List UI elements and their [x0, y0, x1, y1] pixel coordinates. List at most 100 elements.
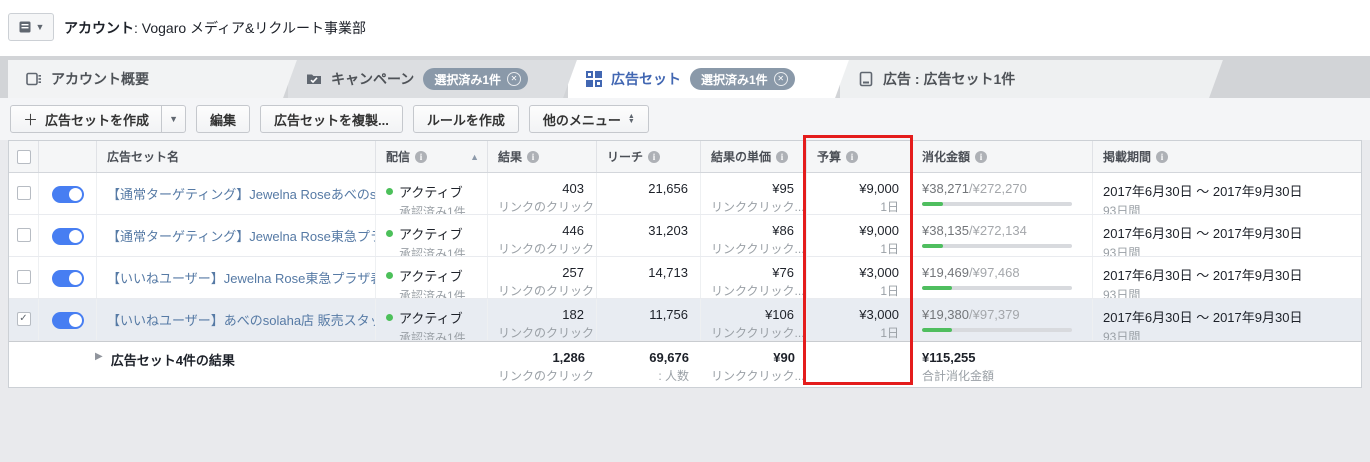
- create-rule-button[interactable]: ルールを作成: [412, 105, 519, 133]
- row-checkbox[interactable]: ✓: [16, 186, 31, 200]
- table-body: ✓ 【通常ターゲティング】Jewelna Roseあべのsol... アクティブ…: [9, 173, 1361, 341]
- delivery-status-sub: 承認済み1件: [399, 331, 466, 340]
- status-toggle[interactable]: [51, 312, 84, 329]
- header-results[interactable]: 結果 i: [488, 141, 597, 172]
- delivery-status: アクティブ: [399, 227, 463, 242]
- schedule-period: 2017年6月30日 ～ 2017年9月30日: [1103, 268, 1303, 283]
- ad-sets-grid-icon: [586, 71, 602, 87]
- chevron-down-icon: ▼: [35, 22, 45, 32]
- results-cell: 182 リンクのクリック: [488, 299, 597, 340]
- reach-cell: 14,713: [597, 257, 701, 298]
- active-status-dot-icon: [386, 314, 393, 321]
- summary-reach-label: : 人数: [658, 369, 689, 383]
- campaign-selected-badge[interactable]: 選択済み1件 ✕: [423, 68, 528, 90]
- header-schedule-label: 掲載期間: [1103, 150, 1152, 164]
- status-toggle[interactable]: [51, 228, 84, 245]
- ad-set-name-link[interactable]: 【いいねユーザー】あべのsolaha店 販売スタッフ: [107, 313, 376, 328]
- info-icon[interactable]: i: [975, 150, 988, 163]
- budget-cell: ¥9,000 1日: [807, 215, 912, 256]
- info-icon[interactable]: i: [776, 150, 789, 163]
- ad-set-name-link[interactable]: 【いいねユーザー】Jewelna Rose東急プラザ表...: [107, 271, 376, 286]
- row-checkbox[interactable]: ✓: [16, 270, 31, 284]
- tab-label: アカウント概要: [51, 71, 149, 87]
- info-icon[interactable]: i: [1156, 150, 1169, 163]
- badge-label: 選択済み1件: [701, 72, 768, 87]
- summary-budget-cell: [807, 342, 912, 387]
- schedule-period: 2017年6月30日 ～ 2017年9月30日: [1103, 184, 1303, 199]
- results-value: 257: [562, 265, 584, 280]
- status-toggle[interactable]: [51, 270, 84, 287]
- info-icon[interactable]: i: [415, 150, 428, 163]
- ad-set-name-cell: 【通常ターゲティング】Jewelna Roseあべのsol...: [97, 173, 376, 214]
- summary-reach: 69,676: [649, 350, 689, 365]
- summary-spent-label: 合計消化金額: [922, 369, 995, 383]
- row-checkbox[interactable]: ✓: [16, 312, 31, 326]
- duplicate-label: 広告セットを複製...: [274, 112, 389, 128]
- header-checkbox-cell: ✓: [9, 141, 39, 172]
- header-amount-spent[interactable]: 消化金額 i: [912, 141, 1093, 172]
- ad-set-name-link[interactable]: 【通常ターゲティング】Jewelna Roseあべのsol...: [107, 187, 376, 202]
- edit-button[interactable]: 編集: [196, 105, 251, 133]
- select-all-checkbox[interactable]: ✓: [16, 149, 31, 164]
- row-toggle-cell: [39, 257, 97, 298]
- spent-value: ¥38,271: [922, 181, 969, 196]
- ad-set-name-cell: 【いいねユーザー】Jewelna Rose東急プラザ表...: [97, 257, 376, 298]
- header-schedule[interactable]: 掲載期間 i: [1093, 141, 1361, 172]
- header-reach[interactable]: リーチ i: [597, 141, 701, 172]
- budget-cell: ¥3,000 1日: [807, 257, 912, 298]
- status-toggle[interactable]: [51, 186, 84, 203]
- active-status-dot-icon: [386, 272, 393, 279]
- ad-set-name-link[interactable]: 【通常ターゲティング】Jewelna Rose東急プラ...: [107, 229, 376, 244]
- expand-caret-icon[interactable]: ▶: [95, 351, 103, 362]
- account-switcher-button[interactable]: ▼: [8, 13, 54, 41]
- tab-account-overview[interactable]: アカウント概要: [8, 60, 297, 98]
- create-ad-set-dropdown[interactable]: ▼: [161, 106, 185, 132]
- tab-ads[interactable]: 広告 : 広告セット1件: [840, 60, 1223, 98]
- row-checkbox[interactable]: ✓: [16, 228, 31, 242]
- info-icon[interactable]: i: [648, 150, 661, 163]
- tab-campaigns[interactable]: キャンペーン 選択済み1件 ✕: [288, 60, 577, 98]
- account-overview-icon: [26, 71, 42, 87]
- schedule-period: 2017年6月30日 ～ 2017年9月30日: [1103, 226, 1303, 241]
- budget-label: 1日: [880, 326, 899, 340]
- header-delivery[interactable]: 配信 i ▲: [376, 141, 488, 172]
- badge-close-icon[interactable]: ✕: [507, 72, 521, 86]
- summary-delivery-cell: [376, 342, 488, 387]
- ad-set-selected-badge[interactable]: 選択済み1件 ✕: [690, 68, 795, 90]
- header-budget[interactable]: 予算 i: [807, 141, 912, 172]
- spend-progress-bar: [922, 202, 1072, 206]
- cost-label: リンククリック...: [711, 200, 805, 214]
- tab-ad-sets[interactable]: 広告セット 選択済み1件 ✕: [568, 60, 849, 98]
- more-menu-button[interactable]: 他のメニュー ▲ ▼: [528, 105, 649, 133]
- results-cell: 446 リンクのクリック: [488, 215, 597, 256]
- results-cell: 403 リンクのクリック: [488, 173, 597, 214]
- delivery-status-sub: 承認済み1件: [399, 289, 466, 298]
- header-toggle-cell: [39, 141, 97, 172]
- schedule-cell: 2017年6月30日 ～ 2017年9月30日 93日間: [1093, 257, 1361, 298]
- info-icon[interactable]: i: [846, 150, 859, 163]
- schedule-duration: 93日間: [1103, 330, 1141, 340]
- rule-label: ルールを作成: [426, 112, 505, 128]
- plus-icon: ＋: [23, 111, 39, 129]
- row-checkbox-cell: ✓: [9, 257, 39, 298]
- create-ad-set-button-group: ＋ 広告セットを作成 ▼: [10, 105, 187, 133]
- active-status-dot-icon: [386, 230, 393, 237]
- summary-spent-cell: ¥115,255 合計消化金額: [912, 342, 1093, 387]
- spend-progress-bar: [922, 286, 1072, 290]
- spent-total-value: /¥97,468: [969, 265, 1020, 280]
- ad-set-name-cell: 【通常ターゲティング】Jewelna Rose東急プラ...: [97, 215, 376, 256]
- delivery-cell: アクティブ 承認済み1件: [376, 215, 488, 256]
- info-icon[interactable]: i: [527, 150, 540, 163]
- duplicate-ad-set-button[interactable]: 広告セットを複製...: [260, 105, 403, 133]
- budget-cell: ¥9,000 1日: [807, 173, 912, 214]
- badge-close-icon[interactable]: ✕: [773, 72, 788, 86]
- results-label: リンクのクリック: [498, 242, 595, 256]
- spent-value: ¥19,469: [922, 265, 969, 280]
- tab-label: 広告 : 広告セット1件: [883, 71, 1016, 87]
- header-cost-per-result[interactable]: 結果の単価 i: [701, 141, 807, 172]
- reach-cell: 11,756: [597, 299, 701, 340]
- create-ad-set-button[interactable]: ＋ 広告セットを作成: [11, 106, 161, 132]
- header-name[interactable]: 広告セット名: [97, 141, 376, 172]
- row-checkbox-cell: ✓: [9, 299, 39, 340]
- summary-label-cell[interactable]: ▶ 広告セット4件の結果: [9, 342, 376, 387]
